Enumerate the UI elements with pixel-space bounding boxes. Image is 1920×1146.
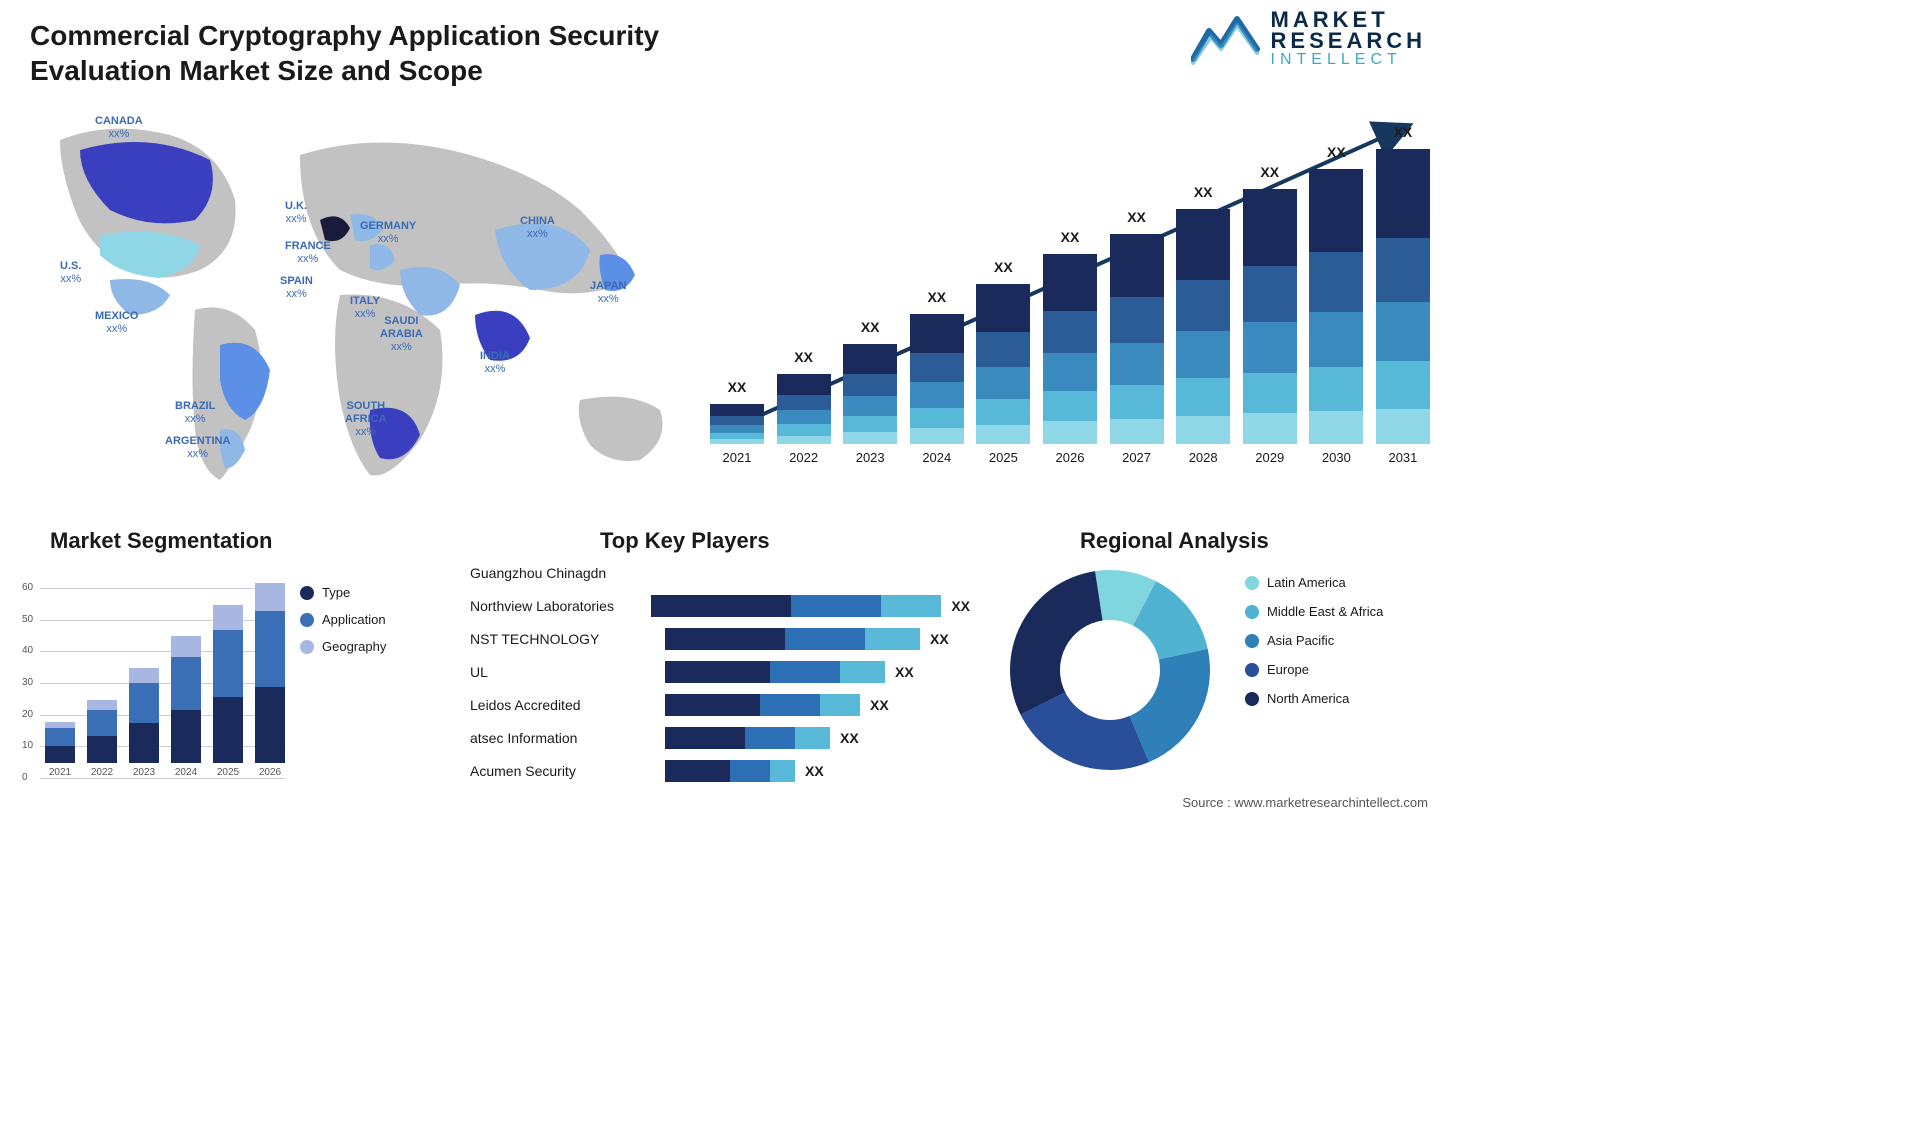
growth-bar-2022: XX2022 (777, 374, 831, 465)
map-label-france: FRANCExx% (285, 240, 331, 266)
regional-title: Regional Analysis (1080, 528, 1269, 554)
regional-legend-middleeastafrica: Middle East & Africa (1245, 604, 1383, 619)
regional-donut (1000, 560, 1220, 780)
growth-bar-2023: XX2023 (843, 344, 897, 465)
world-map: CANADAxx% U.S.xx% MEXICOxx% BRAZILxx% ARGENT… (20, 100, 685, 500)
segmentation-bar-2022: 2022 (87, 700, 117, 778)
growth-bar-2027: XX2027 (1110, 234, 1164, 465)
player-row-northviewlaboratories: Northview LaboratoriesXX (470, 593, 970, 619)
player-row-ul: ULXX (470, 659, 970, 685)
segmentation-legend: Type Application Geography (300, 585, 386, 666)
players-chart: Guangzhou Chinagdn Northview Laboratories… (470, 560, 970, 800)
growth-bar-chart: XX2021XX2022XX2023XX2024XX2025XX2026XX20… (710, 110, 1430, 490)
map-label-india: INDIAxx% (480, 350, 510, 376)
page-title: Commercial Cryptography Application Secu… (30, 18, 710, 88)
brand-logo: MARKET RESEARCH INTELLECT (1191, 10, 1426, 67)
map-label-saudiarabia: SAUDIARABIAxx% (380, 315, 423, 355)
segmentation-legend-geography: Geography (300, 639, 386, 654)
segmentation-bar-2023: 2023 (129, 668, 159, 778)
map-label-us: U.S.xx% (60, 260, 81, 286)
map-label-argentina: ARGENTINAxx% (165, 435, 230, 461)
growth-bar-2029: XX2029 (1243, 189, 1297, 465)
growth-bar-2026: XX2026 (1043, 254, 1097, 465)
brand-line2: RESEARCH (1271, 31, 1426, 52)
segmentation-bar-2024: 2024 (171, 636, 201, 778)
map-label-brazil: BRAZILxx% (175, 400, 215, 426)
player-row-acumensecurity: Acumen SecurityXX (470, 758, 970, 784)
map-label-japan: JAPANxx% (590, 280, 626, 306)
regional-legend-latinamerica: Latin America (1245, 575, 1383, 590)
growth-bar-2028: XX2028 (1176, 209, 1230, 465)
brand-swoosh-icon (1191, 11, 1261, 66)
map-label-china: CHINAxx% (520, 215, 555, 241)
segmentation-bar-2026: 2026 (255, 583, 285, 779)
regional-legend-asiapacific: Asia Pacific (1245, 633, 1383, 648)
segmentation-legend-application: Application (300, 612, 386, 627)
regional-legend: Latin America Middle East & Africa Asia Pa… (1245, 575, 1383, 720)
map-label-mexico: MEXICOxx% (95, 310, 138, 336)
player-row-atsecinformation: atsec InformationXX (470, 725, 970, 751)
growth-bar-2025: XX2025 (976, 284, 1030, 465)
map-label-southafrica: SOUTHAFRICAxx% (345, 400, 387, 440)
regional-legend-northamerica: North America (1245, 691, 1383, 706)
map-label-canada: CANADAxx% (95, 115, 143, 141)
map-label-spain: SPAINxx% (280, 275, 313, 301)
growth-bar-2024: XX2024 (910, 314, 964, 465)
player-row-guangzhouchinagdn: Guangzhou Chinagdn (470, 560, 970, 586)
growth-bar-2030: XX2030 (1309, 169, 1363, 465)
regional-legend-europe: Europe (1245, 662, 1383, 677)
segmentation-title: Market Segmentation (50, 528, 273, 554)
segmentation-chart: 0102030405060 202120222023202420252026 (25, 568, 285, 798)
source-label: Source : www.marketresearchintellect.com (1182, 795, 1428, 810)
segmentation-bar-2025: 2025 (213, 605, 243, 778)
brand-line3: INTELLECT (1271, 52, 1426, 67)
segmentation-bar-2021: 2021 (45, 722, 75, 778)
map-label-uk: U.K.xx% (285, 200, 307, 226)
growth-bar-2021: XX2021 (710, 404, 764, 465)
player-row-nsttechnology: NST TECHNOLOGYXX (470, 626, 970, 652)
player-row-leidosaccredited: Leidos AccreditedXX (470, 692, 970, 718)
growth-bar-2031: XX2031 (1376, 149, 1430, 465)
donut-slice-northamerica (1010, 571, 1103, 715)
map-label-germany: GERMANYxx% (360, 220, 416, 246)
map-label-italy: ITALYxx% (350, 295, 380, 321)
segmentation-legend-type: Type (300, 585, 386, 600)
players-title: Top Key Players (600, 528, 770, 554)
